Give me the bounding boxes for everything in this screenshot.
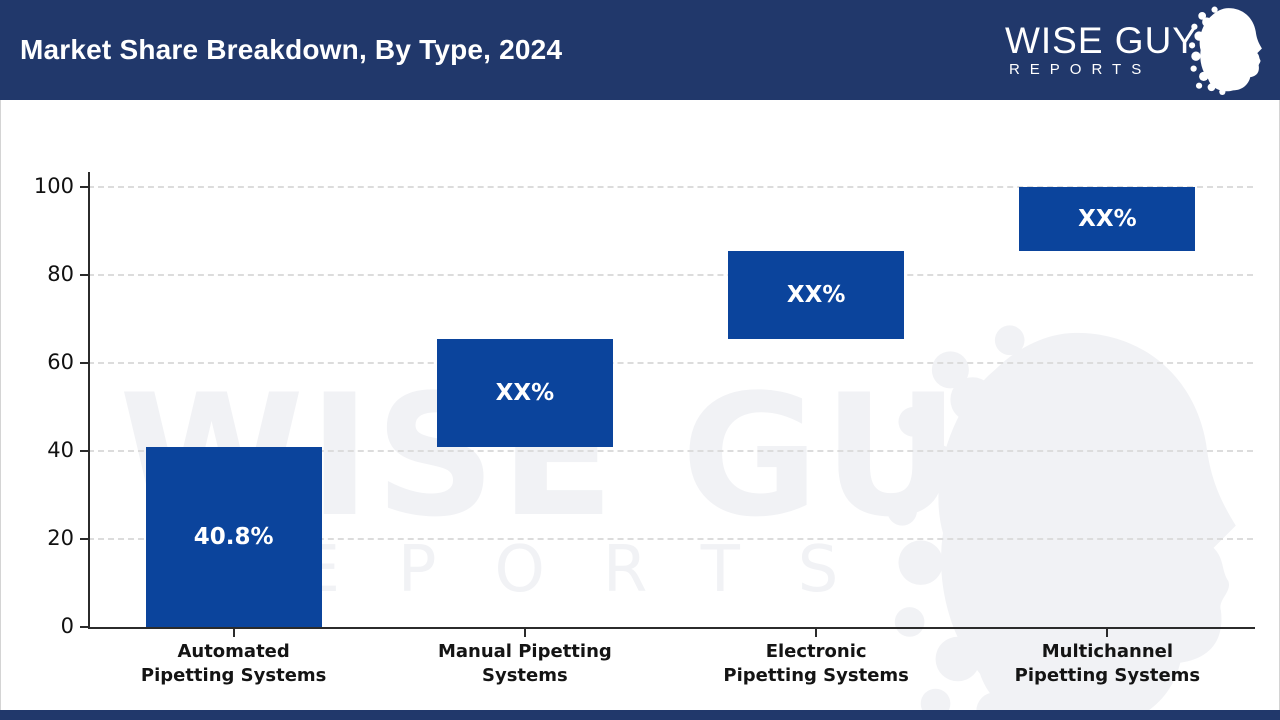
grid-line [88, 186, 1253, 188]
x-category-label: Manual Pipetting Systems [437, 641, 612, 687]
y-tick-label: 80 [47, 262, 74, 286]
y-tick-label: 20 [47, 526, 74, 550]
brand-logo: WISE GUY REPORTS [1005, 0, 1280, 100]
watermark-head-icon [887, 325, 1236, 720]
y-tick-label: 100 [33, 174, 74, 198]
y-axis-tick [80, 626, 88, 628]
bar: XX% [1019, 187, 1196, 251]
x-category-label: Multichannel Pipetting Systems [1014, 641, 1201, 687]
grid-line [88, 538, 1253, 540]
y-axis-tick [80, 186, 88, 188]
grid-line [88, 450, 1253, 452]
x-category-label: Automated Pipetting Systems [140, 641, 327, 687]
x-axis-line [88, 627, 1255, 629]
brand-name: WISE GUY [1004, 20, 1198, 61]
y-axis-tick [80, 450, 88, 452]
footer-bar [0, 710, 1280, 720]
y-axis-tick [80, 362, 88, 364]
y-axis-tick [80, 274, 88, 276]
y-tick-label: 0 [60, 614, 74, 638]
brand-subtitle: REPORTS [1008, 61, 1152, 78]
bar: XX% [436, 338, 613, 448]
bar: 40.8% [145, 447, 322, 627]
bar-value-label: XX% [495, 380, 555, 407]
page-title: Market Share Breakdown, By Type, 2024 [20, 34, 563, 65]
bar-value-label: XX% [786, 281, 846, 308]
grid-line [88, 362, 1253, 364]
y-axis-tick [80, 538, 88, 540]
x-category-label: Electronic Pipetting Systems [723, 641, 909, 687]
bar: XX% [728, 250, 905, 339]
bar-value-label: 40.8% [193, 524, 274, 551]
header: Market Share Breakdown, By Type, 2024 WI… [0, 0, 1280, 100]
x-axis-tick [523, 629, 526, 637]
grid-line [88, 274, 1253, 276]
y-tick-label: 60 [47, 350, 74, 374]
bar-value-label: XX% [1078, 205, 1137, 232]
head-silhouette-icon [1188, 6, 1262, 95]
x-axis-tick [815, 629, 818, 637]
brand-text: WISE GUY REPORTS [1005, 22, 1198, 78]
x-axis-tick [232, 629, 235, 637]
y-axis-line [88, 172, 90, 629]
y-tick-label: 40 [47, 438, 74, 462]
x-axis-tick [1106, 629, 1109, 637]
